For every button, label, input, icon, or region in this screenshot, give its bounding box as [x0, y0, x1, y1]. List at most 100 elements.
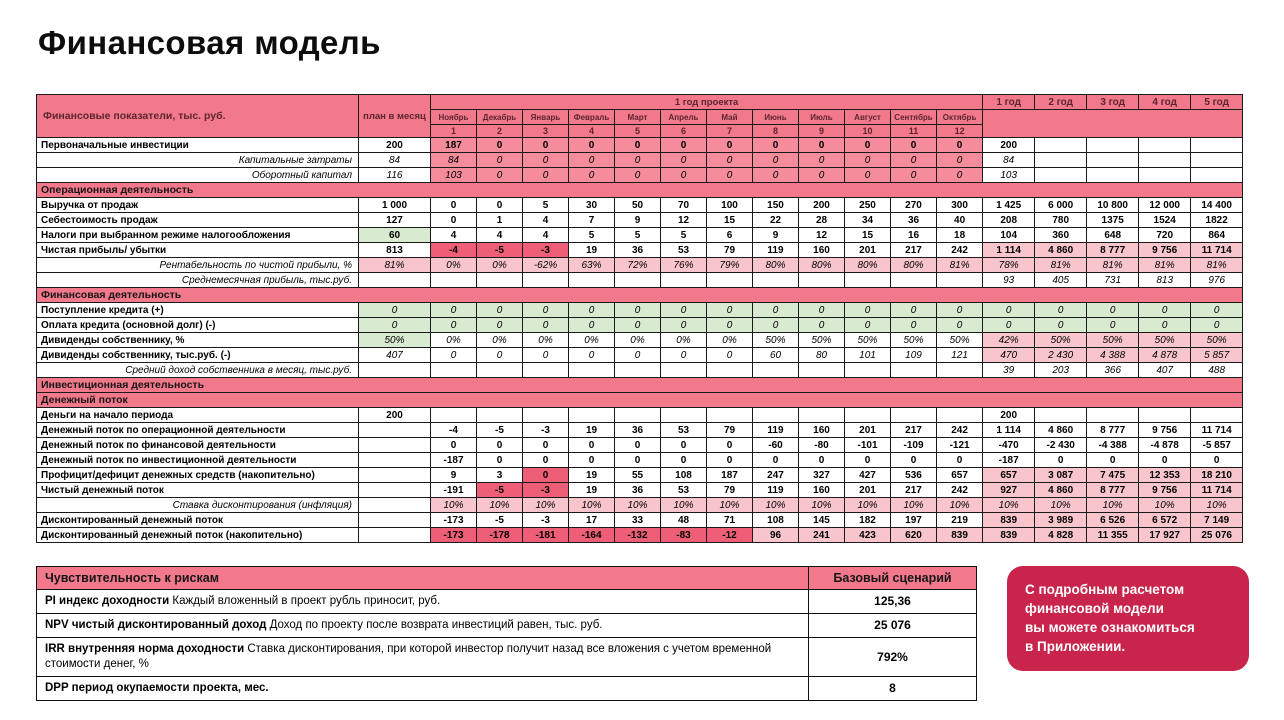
month-cell: 4 — [476, 227, 523, 243]
month-cell: 19 — [568, 242, 615, 258]
month-cell: 160 — [798, 422, 845, 438]
month-cell: 80% — [752, 257, 799, 273]
month-cell: 108 — [660, 467, 707, 483]
month-cell: 48 — [660, 512, 707, 528]
month-cell: -109 — [890, 437, 937, 453]
month-cell: 0 — [798, 302, 845, 318]
data-row: Оплата кредита (основной долг) (-) 0 0 0 0 0 0… — [36, 317, 1244, 333]
year-cell: 208 — [982, 212, 1036, 228]
month-cell — [660, 272, 707, 288]
month-cell: 150 — [752, 197, 799, 213]
year-cell: 0 — [1138, 317, 1192, 333]
month-cell: 0 — [935, 152, 984, 168]
month-cell: 34 — [844, 212, 891, 228]
year-cell: 10% — [982, 497, 1036, 513]
month-cell: 0 — [522, 437, 569, 453]
month-cell — [522, 272, 569, 288]
month-cell: 242 — [935, 422, 984, 438]
month-number-header: 5 — [614, 124, 661, 138]
year-cell: 2 430 — [1034, 347, 1088, 363]
year-cell: 839 — [982, 512, 1036, 528]
year-cell: 12 353 — [1138, 467, 1192, 483]
month-cell: 36 — [614, 242, 661, 258]
row-label: Налоги при выбранном режиме налогообложе… — [36, 227, 359, 243]
row-label: Дисконтированный денежный поток (накопит… — [36, 527, 359, 543]
month-cell: 0 — [568, 452, 615, 468]
year-cell: 0 — [1034, 302, 1088, 318]
section-label: Денежный поток — [35, 392, 1244, 408]
month-cell: 0 — [614, 137, 661, 153]
month-cell: 0 — [798, 167, 845, 183]
month-cell: 9 — [614, 212, 661, 228]
year-cell: 200 — [982, 137, 1036, 153]
col-header-indicators: Финансовые показатели, тыс. руб. — [36, 94, 359, 138]
month-cell — [844, 407, 891, 423]
month-cell — [476, 407, 523, 423]
month-cell: 241 — [798, 527, 845, 543]
month-cell: 19 — [568, 467, 615, 483]
month-cell: 10% — [844, 497, 891, 513]
month-cell: 36 — [890, 212, 937, 228]
month-number-header: 8 — [752, 124, 799, 138]
month-cell: 0 — [660, 302, 707, 318]
month-cell: 0% — [660, 332, 707, 348]
plan-cell: 407 — [358, 347, 431, 363]
month-cell — [706, 407, 753, 423]
month-cell: 0 — [844, 302, 891, 318]
year-cell: 4 860 — [1034, 422, 1088, 438]
month-cell: 96 — [752, 527, 799, 543]
year-cell: 927 — [982, 482, 1036, 498]
month-cell: 0 — [752, 152, 799, 168]
month-cell: 657 — [935, 467, 984, 483]
month-cell: 9 — [752, 227, 799, 243]
month-header: Декабрь — [476, 109, 523, 125]
risk-row: DPP период окупаемости проекта, мес. 8 — [36, 675, 977, 701]
month-cell: 50% — [890, 332, 937, 348]
month-cell: 217 — [890, 242, 937, 258]
year-cell — [1034, 152, 1088, 168]
month-cell: 0 — [844, 317, 891, 333]
month-cell: 0 — [660, 437, 707, 453]
month-cell — [430, 272, 477, 288]
month-header: Апрель — [660, 109, 707, 125]
month-cell: 250 — [844, 197, 891, 213]
month-cell: 108 — [752, 512, 799, 528]
month-cell: 536 — [890, 467, 937, 483]
month-cell — [568, 407, 615, 423]
month-cell: 201 — [844, 242, 891, 258]
month-header: Октябрь — [935, 109, 984, 125]
month-cell: 187 — [706, 467, 753, 483]
year-cell: 6 526 — [1086, 512, 1140, 528]
year-column-header: 5 год — [1190, 94, 1244, 110]
month-cell: 839 — [935, 527, 984, 543]
data-row: Деньги на начало периода 200 200 — [36, 407, 1244, 423]
plan-cell — [358, 272, 431, 288]
year-cell: 200 — [982, 407, 1036, 423]
month-cell: 10% — [660, 497, 707, 513]
year-column-header: 1 год — [982, 94, 1036, 110]
month-cell: 10% — [430, 497, 477, 513]
plan-cell: 200 — [358, 407, 431, 423]
month-cell: 242 — [935, 242, 984, 258]
data-row: Дисконтированный денежный поток -173 -5 -3 1… — [36, 512, 1244, 528]
section-label: Инвестиционная деятельность — [35, 377, 1244, 393]
month-cell: 0 — [752, 137, 799, 153]
month-cell: 4 — [522, 227, 569, 243]
month-cell: 0 — [522, 152, 569, 168]
month-cell — [798, 407, 845, 423]
month-header: Сентябрь — [890, 109, 937, 125]
data-row: Выручка от продаж 1 000 0 0 5 30 50 70 100 150 200… — [36, 197, 1244, 213]
row-label: Профицит/дефицит денежных средств (накоп… — [36, 467, 359, 483]
month-cell: 0 — [476, 167, 523, 183]
month-cell: -191 — [430, 482, 477, 498]
month-cell: 40 — [935, 212, 984, 228]
month-cell: 50% — [844, 332, 891, 348]
month-number-header: 11 — [890, 124, 937, 138]
month-cell: 0% — [430, 257, 477, 273]
month-cell: 50% — [752, 332, 799, 348]
month-header: Февраль — [568, 109, 615, 125]
month-cell: 30 — [568, 197, 615, 213]
month-cell: 10% — [614, 497, 661, 513]
year-cell: 8 777 — [1086, 422, 1140, 438]
month-cell: 0 — [476, 437, 523, 453]
